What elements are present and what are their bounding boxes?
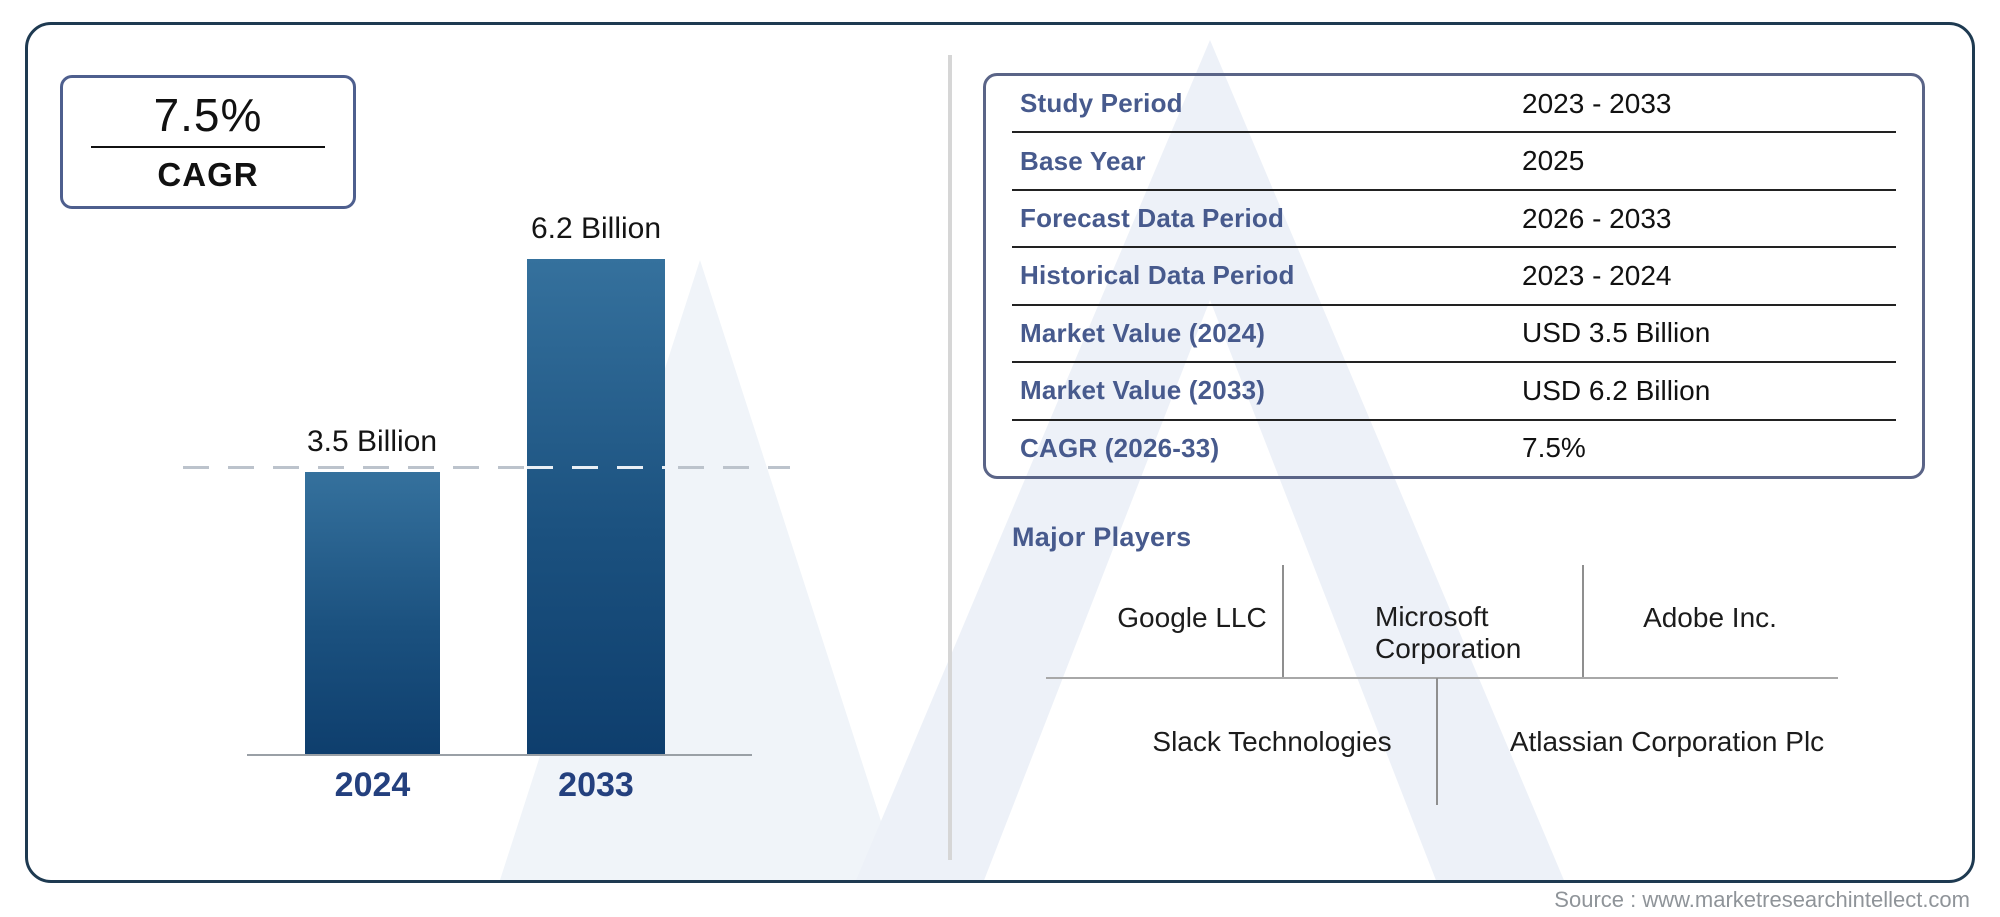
cagr-divider (91, 146, 325, 149)
row-value: 2026 - 2033 (1522, 202, 1672, 234)
bar-2033 (527, 259, 665, 755)
row-label: Forecast Data Period (1020, 203, 1285, 234)
cagr-label: CAGR (157, 156, 259, 194)
row-value: USD 3.5 Billion (1522, 317, 1711, 349)
player-atlassian: Atlassian Corporation Plc (1509, 726, 1825, 757)
row-label: Historical Data Period (1020, 260, 1295, 291)
row-value: 2023 - 2033 (1522, 87, 1672, 119)
watermark-mountain-notch (960, 300, 1460, 880)
row-label: Market Value (2024) (1020, 317, 1266, 348)
section-divider (948, 55, 952, 860)
table-row: Forecast Data Period 2026 - 2033 (1012, 191, 1896, 249)
table-row: CAGR (2026-33) 7.5% (1012, 421, 1896, 476)
table-row: Market Value (2033) USD 6.2 Billion (1012, 363, 1896, 421)
reference-dashed-line-over-bar (527, 466, 665, 469)
row-value: USD 6.2 Billion (1522, 374, 1711, 406)
players-horizontal-line (1046, 677, 1838, 679)
x-tick-2024: 2024 (334, 766, 411, 804)
player-microsoft: Microsoft Corporation (1375, 601, 1522, 664)
table-row: Market Value (2024) USD 3.5 Billion (1012, 306, 1896, 364)
x-axis-line (247, 754, 752, 756)
row-label: Base Year (1020, 145, 1146, 176)
row-value: 7.5% (1522, 432, 1586, 464)
major-players-heading: Major Players (1012, 522, 1192, 552)
table-row: Base Year 2025 (1012, 133, 1896, 191)
players-divider-2 (1582, 565, 1584, 678)
bar-value-label-2024: 3.5 Billion (306, 425, 438, 458)
row-label: CAGR (2026-33) (1020, 432, 1220, 463)
table-row: Study Period 2023 - 2033 (1012, 76, 1896, 134)
player-adobe: Adobe Inc. (1643, 602, 1777, 633)
row-label: Market Value (2033) (1020, 375, 1266, 406)
player-slack: Slack Technologies (1152, 726, 1392, 757)
market-info-table: Study Period 2023 - 2033 Base Year 2025 … (983, 73, 1925, 479)
table-row: Historical Data Period 2023 - 2024 (1012, 248, 1896, 306)
main-frame: 7.5% CAGR 3.5 Billion 6.2 Billion 2024 2… (25, 22, 1975, 883)
row-value: 2025 (1522, 145, 1585, 177)
bar-2024 (305, 472, 440, 755)
row-label: Study Period (1020, 88, 1183, 119)
cagr-badge: 7.5% CAGR (60, 75, 356, 209)
players-divider-3 (1436, 678, 1438, 805)
row-value: 2023 - 2024 (1522, 259, 1672, 291)
cagr-value: 7.5% (153, 88, 263, 141)
players-divider-1 (1282, 565, 1284, 678)
reference-dashed-line (183, 466, 790, 469)
player-google: Google LLC (1117, 602, 1267, 633)
bar-value-label-2033: 6.2 Billion (530, 212, 662, 245)
x-tick-2033: 2033 (558, 766, 634, 804)
source-attribution: Source : www.marketresearchintellect.com (1554, 887, 1970, 912)
